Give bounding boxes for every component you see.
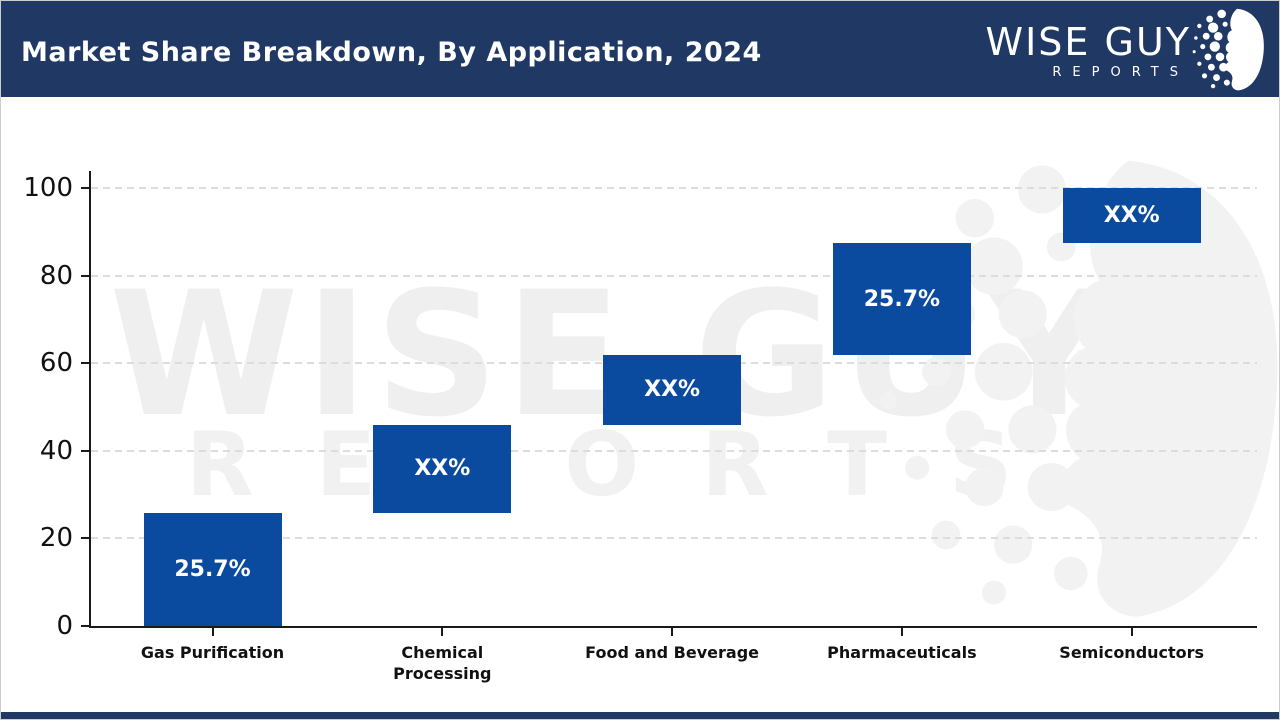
bar-chemical-processing	[373, 424, 512, 514]
bar-gas-purification	[143, 513, 282, 626]
x-tick-mark	[441, 628, 444, 636]
x-tick-mark	[671, 628, 674, 636]
bar-value-label: 25.7%	[863, 286, 941, 312]
y-tick-mark	[81, 362, 91, 365]
gridline	[91, 537, 1257, 540]
bar-value-label: 25.7%	[174, 557, 251, 583]
bar-value-label: XX%	[1103, 202, 1160, 228]
logo-subtitle: REPORTS	[1052, 64, 1189, 80]
gridline	[91, 274, 1257, 277]
bar-pharmaceuticals	[832, 242, 971, 356]
page-title: Market Share Breakdown, By Application, …	[21, 37, 762, 68]
y-tick-label: 100	[23, 173, 73, 203]
x-tick-label: Pharmaceuticals	[827, 643, 977, 662]
y-axis-line	[89, 171, 91, 628]
gridline	[91, 449, 1257, 452]
bar-semiconductors	[1062, 188, 1201, 243]
y-tick-mark	[81, 274, 91, 277]
x-tick-mark	[900, 628, 903, 636]
x-tick-label: Food and Beverage	[585, 643, 759, 662]
y-tick-mark	[81, 537, 91, 540]
y-tick-label: 60	[39, 348, 73, 379]
x-tick-label: Gas Purification	[140, 643, 285, 662]
wiseguy-head-icon	[1192, 8, 1264, 91]
y-tick-mark	[81, 449, 91, 452]
bar-food-and-beverage	[603, 355, 742, 425]
gridline	[91, 187, 1257, 189]
y-tick-label: 20	[39, 523, 73, 554]
bar-value-label: XX%	[414, 456, 471, 482]
y-tick-label: 80	[39, 260, 73, 291]
x-tick-label: Chemical Processing	[393, 643, 492, 683]
footer-bar	[1, 712, 1279, 719]
y-tick-mark	[81, 187, 91, 189]
bar-value-label: XX%	[644, 377, 701, 403]
wiseguy-logo-text: WISE GUY REPORTS	[986, 21, 1191, 80]
x-tick-label: Semiconductors	[1059, 643, 1205, 662]
y-tick-label: 40	[39, 435, 73, 466]
x-axis-line	[89, 626, 1257, 628]
header: Market Share Breakdown, By Application, …	[1, 1, 1279, 97]
x-tick-mark	[211, 628, 214, 636]
watermark-subtitle: REPORTS	[186, 413, 1075, 516]
logo-wordmark: WISE GUY	[985, 19, 1191, 64]
wiseguy-logo: WISE GUY REPORTS	[986, 7, 1267, 93]
x-tick-mark	[1130, 628, 1133, 636]
y-tick-mark	[81, 625, 91, 627]
y-tick-label: 0	[56, 611, 73, 641]
